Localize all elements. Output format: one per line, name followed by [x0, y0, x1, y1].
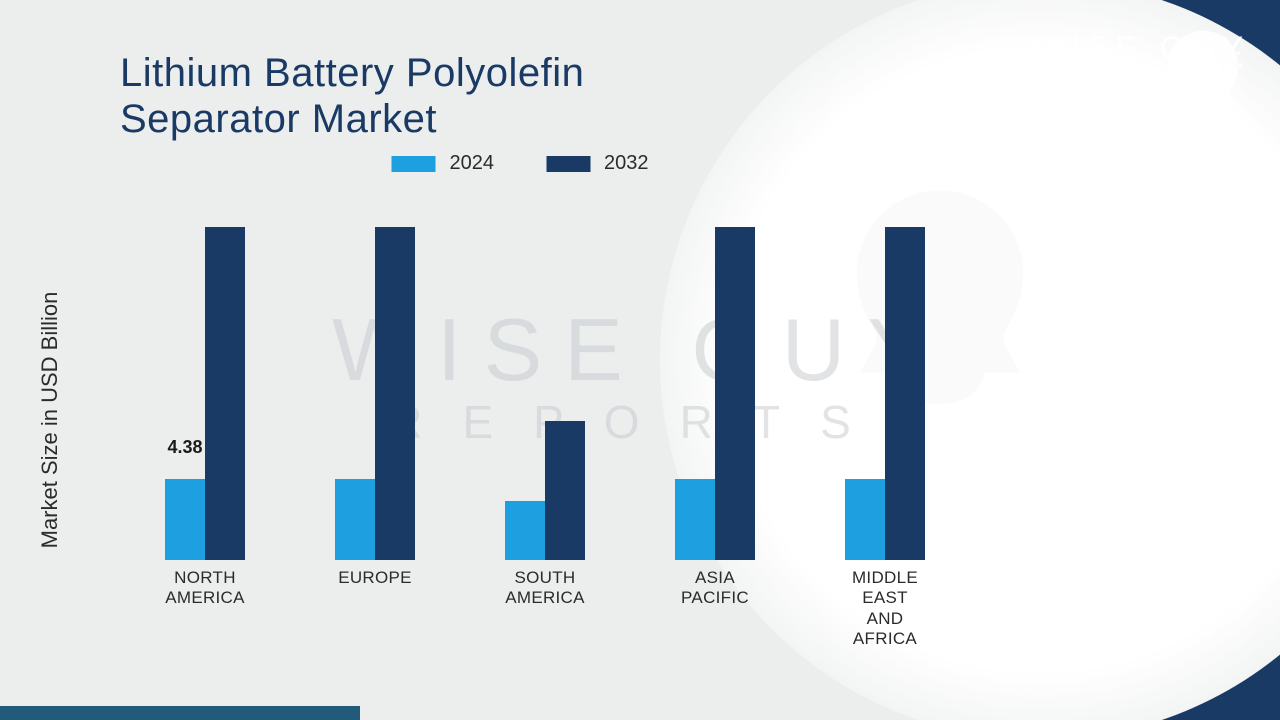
- legend-label-2032: 2032: [604, 152, 649, 175]
- bar-chart: Market Size in USD Billion 2024 2032 NOR…: [60, 170, 980, 670]
- bar-2024: [505, 501, 545, 560]
- bar-2032: [545, 421, 585, 560]
- bar-2032: [715, 227, 755, 560]
- logo-text-line2: R E P O R T S: [1008, 65, 1250, 82]
- logo-text-line1: WISE GUY: [1008, 30, 1250, 67]
- x-axis-label: SOUTHAMERICA: [465, 560, 625, 609]
- bar-value-label: 4.38: [167, 437, 202, 458]
- x-axis-label: MIDDLEEASTANDAFRICA: [805, 560, 965, 650]
- brand-logo: WISE GUY R E P O R T S: [1008, 30, 1250, 82]
- bar-2032: [205, 227, 245, 560]
- bar-2024: [675, 479, 715, 560]
- bar-2024: [335, 479, 375, 560]
- x-axis-label: NORTHAMERICA: [125, 560, 285, 609]
- chart-legend: 2024 2032: [392, 152, 649, 175]
- bar-2024: [165, 479, 205, 560]
- bar-2024: [845, 479, 885, 560]
- legend-label-2024: 2024: [450, 152, 495, 175]
- x-axis-label: EUROPE: [295, 560, 455, 588]
- legend-item-2024: 2024: [392, 152, 495, 175]
- report-canvas: WISE GUY REPORTS Lithium Battery Polyole…: [0, 0, 1280, 720]
- y-axis-label: Market Size in USD Billion: [37, 292, 63, 549]
- x-axis-label: ASIAPACIFIC: [635, 560, 795, 609]
- legend-item-2032: 2032: [546, 152, 649, 175]
- bar-2032: [375, 227, 415, 560]
- footer-accent-bar: [0, 706, 360, 720]
- legend-swatch-2024: [392, 156, 436, 172]
- chart-title: Lithium Battery Polyolefin Separator Mar…: [120, 50, 680, 142]
- plot-area: NORTHAMERICAEUROPESOUTHAMERICAASIAPACIFI…: [130, 190, 960, 560]
- bar-2032: [885, 227, 925, 560]
- legend-swatch-2032: [546, 156, 590, 172]
